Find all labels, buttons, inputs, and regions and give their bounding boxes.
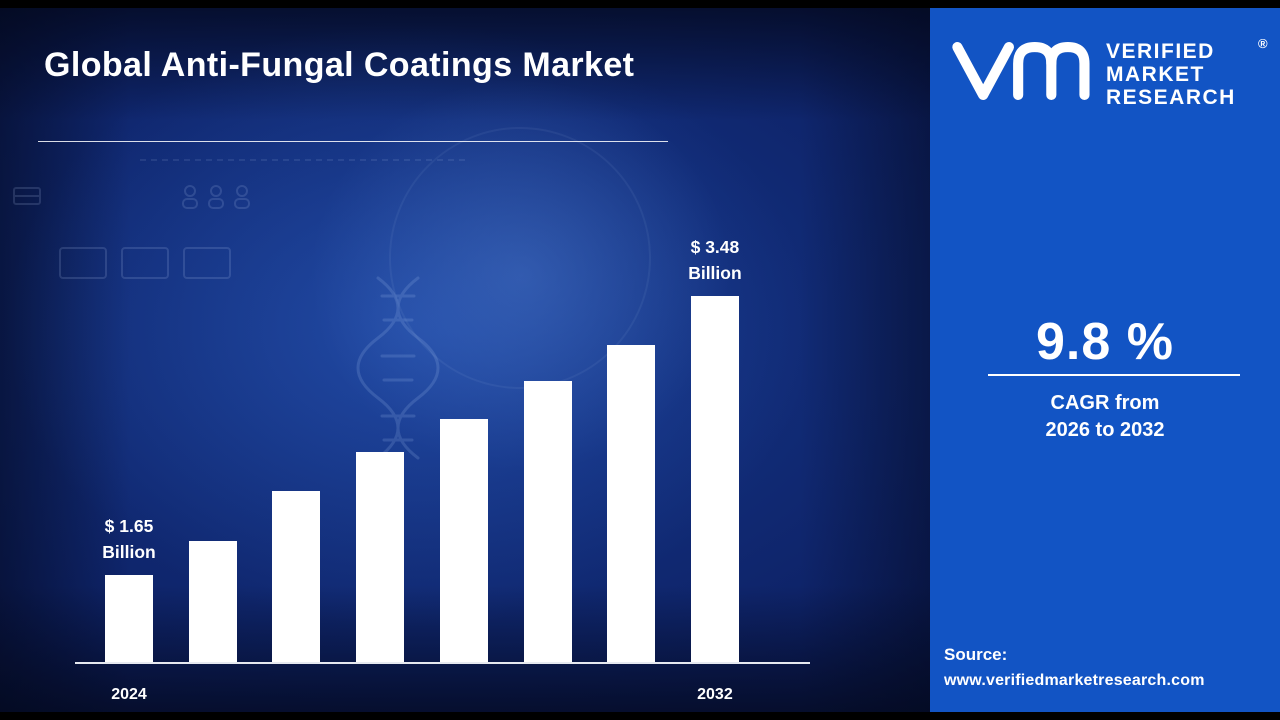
x-axis-labels: 2024 2032 [105, 686, 739, 704]
x-axis-tick-label [607, 686, 655, 704]
vmr-monogram-icon [952, 41, 1090, 101]
bar-column [356, 452, 405, 662]
x-axis-tick-label [272, 686, 320, 704]
bar [272, 491, 321, 662]
brand-line-2: MARKET [1106, 63, 1205, 86]
cagr-divider [988, 374, 1240, 376]
top-letterbox-strip [0, 0, 1280, 8]
brand-logo: VERIFIED MARKET RESEARCH [940, 36, 1236, 109]
bar-column [439, 419, 488, 662]
bar [439, 419, 488, 662]
cagr-value: 9.8 % [1036, 313, 1174, 371]
cagr-label-line-2: 2026 to 2032 [1045, 419, 1165, 441]
info-panel: VERIFIED MARKET RESEARCH ® 9.8 % CAGR fr… [930, 8, 1280, 712]
x-axis-tick-label [524, 686, 572, 704]
bar [105, 575, 153, 662]
bar-value-label: $ 3.48 Billion [688, 237, 742, 283]
source-block: Source: www.verifiedmarketresearch.com [944, 645, 1205, 690]
x-axis-tick-label: 2032 [697, 686, 733, 703]
bar-column [272, 491, 321, 662]
brand-line-1: VERIFIED [1106, 40, 1215, 63]
bar-column [523, 381, 572, 662]
x-axis-tick-label [440, 686, 488, 704]
brand-wordmark: VERIFIED MARKET RESEARCH [1106, 36, 1236, 109]
page-title: Global Anti-Fungal Coatings Market [44, 46, 635, 84]
x-axis-tick-label: 2024 [111, 686, 147, 703]
title-underline [38, 141, 668, 142]
bar-column [188, 541, 237, 662]
cagr-label-line-1: CAGR from [1050, 392, 1160, 414]
bar-column: $ 1.65 Billion [102, 516, 156, 662]
bar-series: $ 1.65 Billion $ 3.48 Billion [102, 237, 742, 662]
bar [523, 381, 572, 662]
source-label: Source: [944, 645, 1008, 664]
bar-column [607, 345, 656, 662]
bar [690, 296, 739, 662]
bar-column: $ 3.48 Billion [688, 237, 742, 662]
bar [356, 452, 405, 662]
bottom-letterbox-strip [0, 712, 1280, 720]
source-url: www.verifiedmarketresearch.com [944, 672, 1205, 689]
bar [607, 345, 656, 662]
bar [188, 541, 237, 662]
cagr-label: CAGR from 2026 to 2032 [930, 390, 1280, 444]
x-axis-line [75, 662, 810, 664]
x-axis-tick-label [189, 686, 237, 704]
bar-value-label: $ 1.65 Billion [102, 516, 156, 562]
registered-trademark-icon: ® [1258, 36, 1268, 51]
brand-line-3: RESEARCH [1106, 86, 1236, 109]
x-axis-tick-label [356, 686, 404, 704]
